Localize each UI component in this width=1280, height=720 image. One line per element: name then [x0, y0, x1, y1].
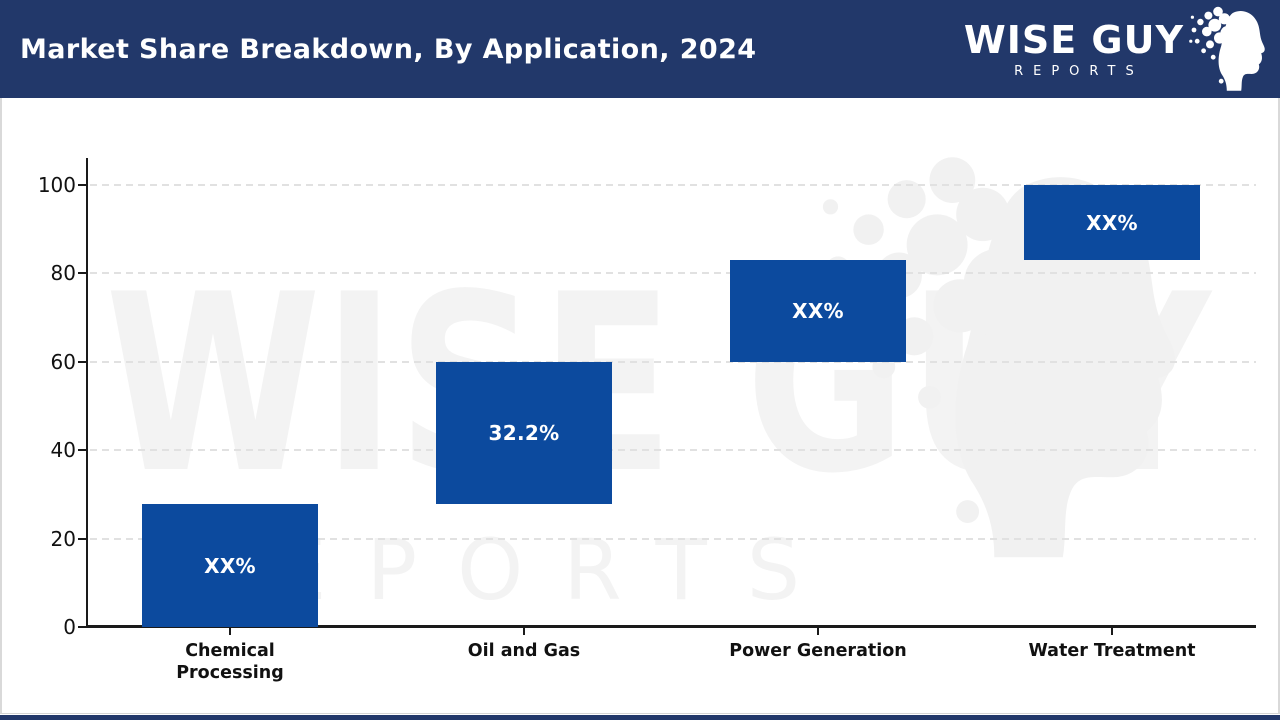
y-tick-label-40: 40: [50, 438, 76, 463]
gridline-80: [90, 272, 1256, 275]
bar-value-label: XX%: [792, 298, 844, 323]
x-tick-chemical-processing: [229, 628, 231, 635]
category-label-chemical-processing: Chemical Processing: [176, 641, 284, 683]
x-tick-water-treatment: [1111, 628, 1113, 635]
category-label-water-treatment: Water Treatment: [1028, 641, 1196, 661]
y-tick-40: [78, 449, 86, 452]
category-label-power-generation: Power Generation: [729, 641, 907, 661]
y-tick-label-20: 20: [50, 526, 76, 551]
page-border-left: [0, 98, 2, 714]
y-tick-label-100: 100: [37, 173, 76, 197]
x-axis-line: [86, 625, 1256, 628]
bar-oil-and-gas: 32.2%: [436, 361, 612, 505]
gridline-60: [90, 360, 1256, 363]
y-tick-label-80: 80: [50, 261, 76, 286]
gridline-40: [90, 449, 1256, 452]
bar-power-generation: XX%: [730, 260, 906, 362]
category-label-oil-and-gas: Oil and Gas: [467, 641, 581, 661]
chart-title: Market Share Breakdown, By Application, …: [20, 33, 757, 65]
y-tick-label-60: 60: [50, 349, 76, 374]
bar-value-label: XX%: [204, 553, 256, 578]
y-tick-60: [78, 360, 86, 363]
header-banner: Market Share Breakdown, By Application, …: [0, 0, 1280, 98]
logo-head-icon: [1189, 6, 1265, 91]
y-axis-line: [86, 158, 88, 628]
bar-value-label: 32.2%: [488, 420, 560, 445]
bar-value-label: XX%: [1086, 210, 1138, 235]
logo-secondary-text: REPORTS: [1014, 64, 1144, 79]
y-tick-20: [78, 537, 86, 540]
y-tick-100: [78, 184, 86, 186]
logo-primary-text: WISE GUY: [963, 18, 1184, 62]
logo-text: WISE GUY REPORTS: [964, 21, 1184, 79]
bar-water-treatment: XX%: [1024, 185, 1200, 261]
footer-bar: [0, 715, 1280, 720]
x-tick-oil-and-gas: [523, 628, 525, 635]
y-tick-label-0: 0: [63, 615, 76, 639]
watermark-layer: WISE GUY REPORTS: [0, 98, 1280, 714]
footer-hairline: [0, 713, 1280, 714]
x-tick-power-generation: [817, 628, 819, 635]
gridline-100: [90, 184, 1256, 186]
wise-guy-reports-logo: WISE GUY REPORTS: [964, 6, 1270, 94]
page-border-right: [1278, 98, 1280, 714]
gridline-20: [90, 537, 1256, 540]
y-tick-80: [78, 272, 86, 275]
y-tick-0: [78, 626, 86, 628]
bar-chemical-processing: XX%: [142, 504, 318, 627]
